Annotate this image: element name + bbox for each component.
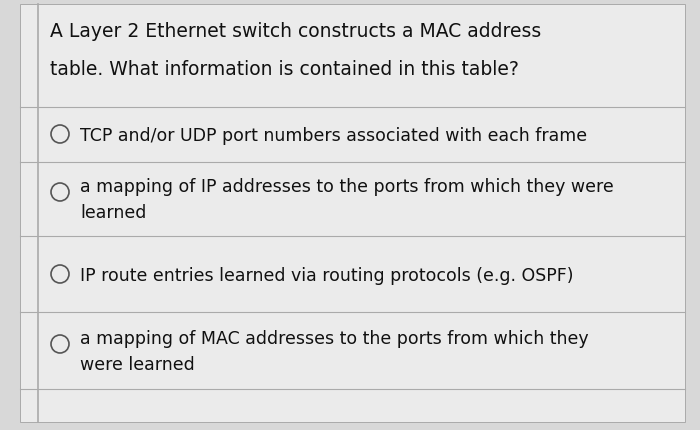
Text: A Layer 2 Ethernet switch constructs a MAC address: A Layer 2 Ethernet switch constructs a M… (50, 22, 541, 41)
Text: IP route entries learned via routing protocols (e.g. OSPF): IP route entries learned via routing pro… (80, 266, 573, 284)
Text: TCP and/or UDP port numbers associated with each frame: TCP and/or UDP port numbers associated w… (80, 127, 587, 144)
Text: table. What information is contained in this table?: table. What information is contained in … (50, 60, 519, 79)
FancyBboxPatch shape (20, 5, 685, 422)
Text: a mapping of MAC addresses to the ports from which they
were learned: a mapping of MAC addresses to the ports … (80, 329, 589, 374)
Text: a mapping of IP addresses to the ports from which they were
learned: a mapping of IP addresses to the ports f… (80, 178, 614, 222)
